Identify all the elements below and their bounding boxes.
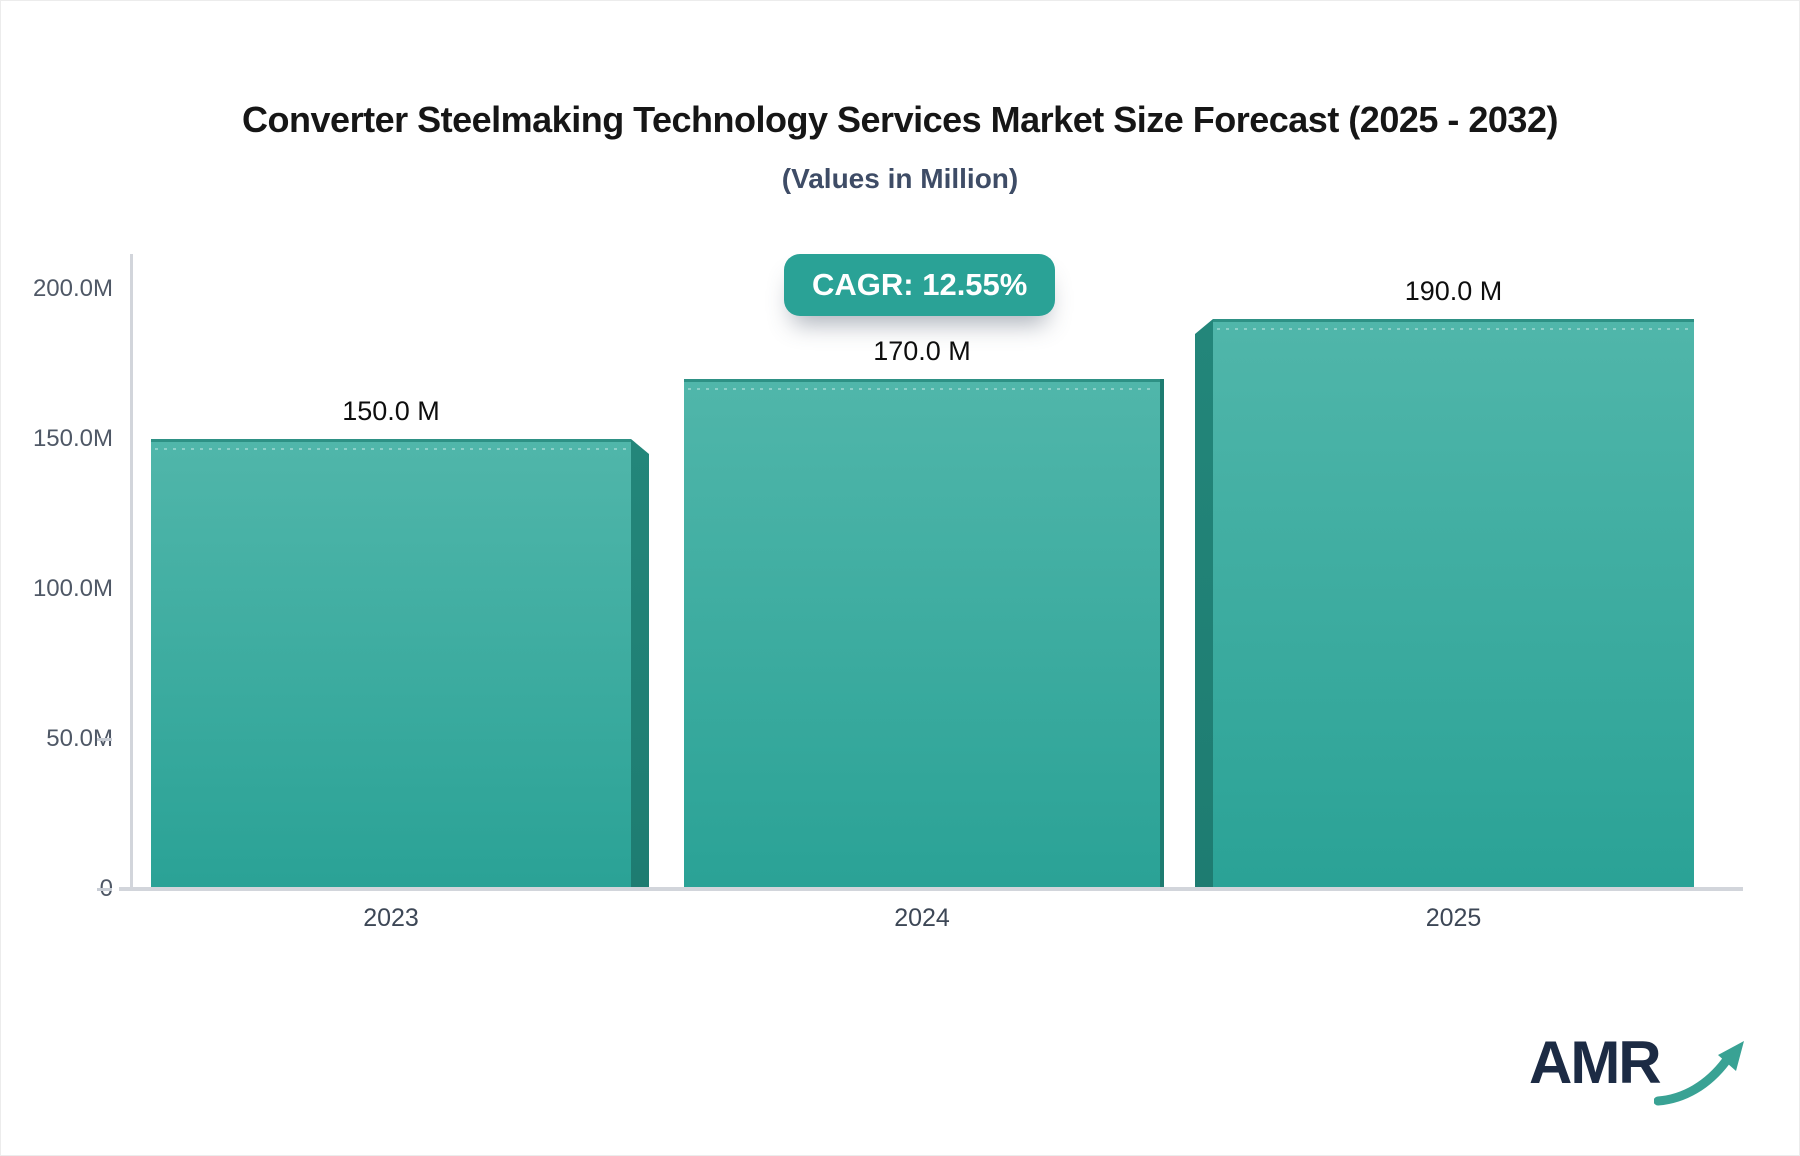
plot-area: 150.0 M 170.0 M 190.0 M 2023 2024 2025 <box>123 276 1743 932</box>
bar-2023-shape <box>151 439 649 889</box>
bar-value-label-2024: 170.0 M <box>873 336 971 366</box>
bar-value-label-2023: 150.0 M <box>342 396 440 426</box>
bar-2024: 170.0 M <box>684 336 1164 889</box>
bar-2024-shape <box>684 379 1164 889</box>
bar-2025-shape <box>1195 319 1694 889</box>
y-axis-line <box>130 254 133 891</box>
y-tick-label-200: 200.0M <box>32 275 113 302</box>
amr-logo: AMR <box>1529 1033 1746 1109</box>
chart-subtitle: (Values in Million) <box>781 163 1019 194</box>
growth-arrow-icon <box>1653 1041 1744 1106</box>
y-tick-mark-50 <box>97 738 112 741</box>
bar-2023: 150.0 M <box>151 396 649 889</box>
chart-title: Converter Steelmaking Technology Service… <box>242 99 1558 140</box>
bar-2024-3d-side <box>1160 379 1164 889</box>
x-axis-label-2023: 2023 <box>363 904 419 932</box>
bar-2025: 190.0 M <box>1195 276 1694 889</box>
x-axis-label-2024: 2024 <box>894 904 950 932</box>
bar-value-label-2025: 190.0 M <box>1404 276 1503 306</box>
bar-2025-3d-side <box>1195 319 1213 889</box>
y-tick-label-100: 100.0M <box>32 575 113 602</box>
y-tick-label-150: 150.0M <box>32 425 113 452</box>
y-tick-mark-0 <box>97 888 112 891</box>
x-axis-label-2025: 2025 <box>1425 904 1482 932</box>
bar-2023-face <box>151 439 631 889</box>
bar-2024-face <box>684 379 1160 889</box>
bar-2023-3d-side <box>631 439 649 889</box>
bar-2025-face <box>1213 319 1694 889</box>
amr-logo-text: AMR <box>1529 1029 1662 1096</box>
cagr-badge: CAGR: 12.55% <box>784 254 1056 316</box>
x-axis-line <box>119 887 1743 891</box>
